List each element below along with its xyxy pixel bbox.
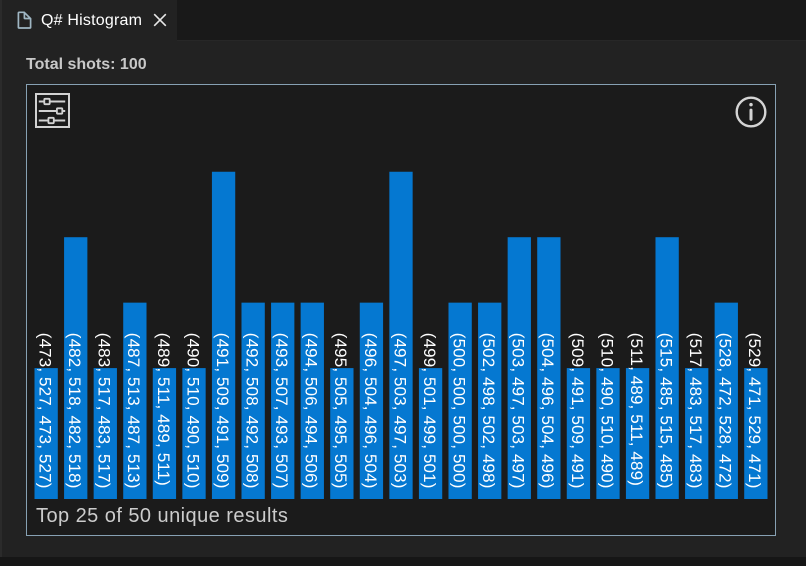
svg-text:(528, 472, 528, 472): (528, 472, 528, 472) xyxy=(716,333,735,489)
svg-text:(487, 513, 487, 513): (487, 513, 487, 513) xyxy=(124,333,143,489)
svg-text:(499, 501, 499, 501): (499, 501, 499, 501) xyxy=(420,333,439,489)
svg-text:(482, 518, 482, 518): (482, 518, 482, 518) xyxy=(65,333,84,489)
svg-text:(490, 510, 490, 510): (490, 510, 490, 510) xyxy=(183,333,202,489)
svg-text:(502, 498, 502, 498): (502, 498, 502, 498) xyxy=(479,333,498,489)
svg-text:(515, 485, 515, 485): (515, 485, 515, 485) xyxy=(656,333,675,489)
svg-text:(494, 506, 494, 506): (494, 506, 494, 506) xyxy=(302,333,321,489)
svg-text:(495, 505, 495, 505): (495, 505, 495, 505) xyxy=(331,333,350,489)
svg-text:(496, 504, 496, 504): (496, 504, 496, 504) xyxy=(361,333,380,489)
svg-text:(493, 507, 493, 507): (493, 507, 493, 507) xyxy=(272,333,291,489)
svg-text:(509, 491, 509, 491): (509, 491, 509, 491) xyxy=(568,333,587,489)
svg-text:(511, 489, 511, 489): (511, 489, 511, 489) xyxy=(627,333,646,486)
svg-text:(491, 509, 491, 509): (491, 509, 491, 509) xyxy=(213,333,232,489)
svg-text:(517, 483, 517, 483): (517, 483, 517, 483) xyxy=(686,333,705,489)
svg-text:(492, 508, 492, 508): (492, 508, 492, 508) xyxy=(243,333,262,489)
svg-text:(500, 500, 500, 500): (500, 500, 500, 500) xyxy=(449,333,468,489)
svg-text:(497, 503, 497, 503): (497, 503, 497, 503) xyxy=(390,333,409,489)
svg-text:(489, 511, 489, 511): (489, 511, 489, 511) xyxy=(154,333,173,486)
svg-text:(510, 490, 510, 490): (510, 490, 510, 490) xyxy=(597,333,616,489)
svg-text:(529, 471, 529, 471): (529, 471, 529, 471) xyxy=(745,333,764,489)
svg-text:(483, 517, 483, 517): (483, 517, 483, 517) xyxy=(95,333,114,489)
svg-text:(504, 496, 504, 496): (504, 496, 504, 496) xyxy=(538,333,557,489)
svg-text:(473, 527, 473, 527): (473, 527, 473, 527) xyxy=(36,333,55,489)
svg-text:(503, 497, 503, 497): (503, 497, 503, 497) xyxy=(509,333,528,489)
